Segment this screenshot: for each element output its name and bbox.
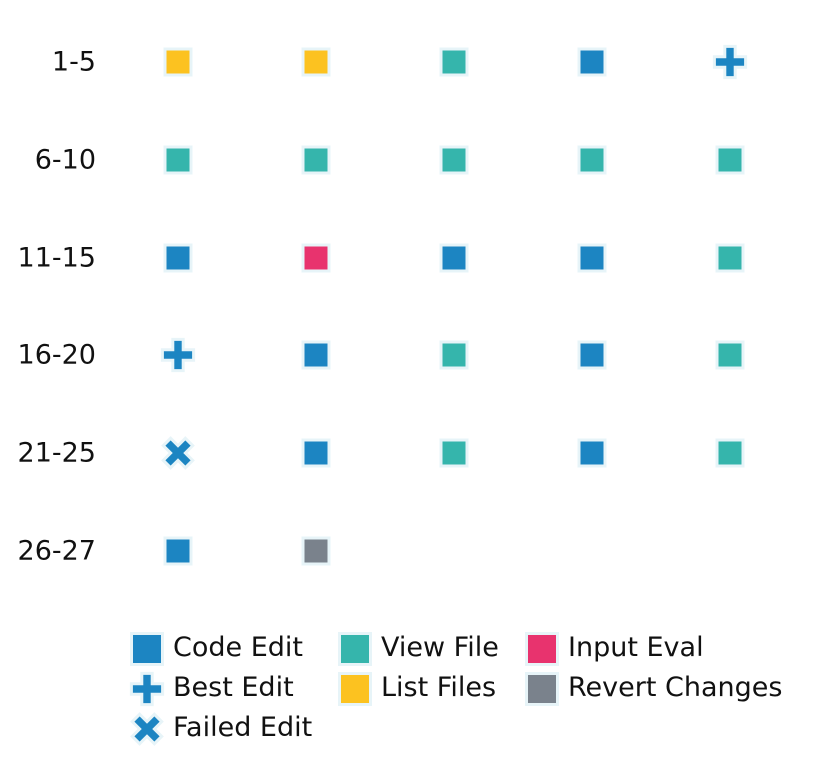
marker-code-edit: [158, 531, 198, 571]
row-label-6-10: 6-10: [34, 144, 96, 176]
legend-label-best-edit: Best Edit: [173, 672, 294, 703]
row-label-26-27: 26-27: [17, 535, 96, 567]
marker-input-eval: [296, 238, 336, 278]
marker-code-edit: [296, 335, 336, 375]
legend-label-list-files: List Files: [381, 672, 497, 703]
marker-code-edit: [434, 238, 474, 278]
marker-list-files: [158, 42, 198, 82]
marker-view-file: [710, 433, 750, 473]
marker-view-file: [158, 140, 198, 180]
legend-label-code-edit: Code Edit: [173, 632, 303, 663]
legend-square-icon: [127, 629, 165, 667]
marker-view-file: [296, 140, 336, 180]
legend-item-view-file: View File: [335, 629, 499, 667]
legend-item-input-eval: Input Eval: [522, 629, 704, 667]
legend-label-revert-changes: Revert Changes: [568, 672, 783, 703]
legend-item-failed-edit: Failed Edit: [127, 709, 312, 747]
marker-view-file: [710, 140, 750, 180]
marker-view-file: [434, 335, 474, 375]
row-label-16-20: 16-20: [17, 339, 96, 371]
marker-code-edit: [296, 433, 336, 473]
legend-square-icon: [522, 669, 560, 707]
row-label-11-15: 11-15: [17, 242, 96, 274]
marker-best-edit: [710, 42, 750, 82]
row-label-1-5: 1-5: [51, 46, 96, 78]
marker-code-edit: [572, 238, 612, 278]
marker-view-file: [434, 42, 474, 82]
legend-x-icon: [127, 709, 165, 747]
legend-item-revert-changes: Revert Changes: [522, 669, 782, 707]
marker-code-edit: [572, 42, 612, 82]
marker-best-edit: [158, 335, 198, 375]
marker-failed-edit: [158, 433, 198, 473]
legend-label-view-file: View File: [381, 632, 499, 663]
legend-item-code-edit: Code Edit: [127, 629, 303, 667]
marker-view-file: [434, 140, 474, 180]
legend-label-input-eval: Input Eval: [568, 632, 704, 663]
legend-item-list-files: List Files: [335, 669, 496, 707]
marker-list-files: [296, 42, 336, 82]
row-label-21-25: 21-25: [17, 437, 96, 469]
marker-view-file: [434, 433, 474, 473]
marker-code-edit: [572, 433, 612, 473]
legend-square-icon: [335, 669, 373, 707]
marker-code-edit: [572, 335, 612, 375]
marker-view-file: [710, 335, 750, 375]
legend-plus-icon: [127, 669, 165, 707]
marker-code-edit: [158, 238, 198, 278]
marker-view-file: [710, 238, 750, 278]
legend-square-icon: [522, 629, 560, 667]
legend-item-best-edit: Best Edit: [127, 669, 294, 707]
marker-view-file: [572, 140, 612, 180]
legend-label-failed-edit: Failed Edit: [173, 712, 313, 743]
marker-revert-changes: [296, 531, 336, 571]
legend-square-icon: [335, 629, 373, 667]
